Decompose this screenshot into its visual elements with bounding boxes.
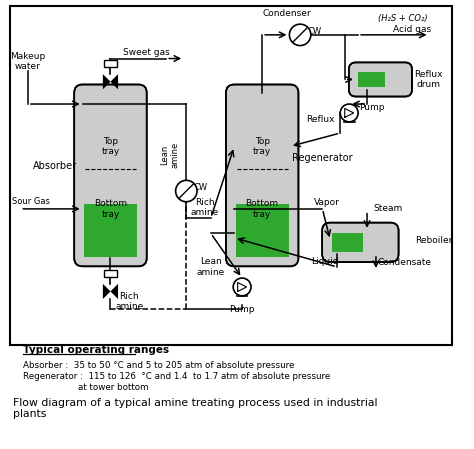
Text: Top
tray: Top tray xyxy=(253,136,271,156)
Circle shape xyxy=(233,278,251,296)
Text: Regenerator: Regenerator xyxy=(292,153,353,163)
Bar xyxy=(104,61,117,67)
Circle shape xyxy=(175,180,197,202)
Text: Reflux
drum: Reflux drum xyxy=(414,70,442,89)
Text: Absorber :  35 to 50 °C and 5 to 205 atm of absolute pressure: Absorber : 35 to 50 °C and 5 to 205 atm … xyxy=(23,361,295,370)
Polygon shape xyxy=(103,284,110,299)
Text: (H₂S + CO₂): (H₂S + CO₂) xyxy=(378,14,428,23)
Text: Lean
amine: Lean amine xyxy=(197,257,225,277)
Text: Reflux: Reflux xyxy=(306,115,335,124)
Text: Regenerator :  115 to 126  °C and 1.4  to 1.7 atm of absolute pressure: Regenerator : 115 to 126 °C and 1.4 to 1… xyxy=(23,372,331,381)
Text: Typical operating ranges: Typical operating ranges xyxy=(23,345,170,355)
Text: Flow diagram of a typical amine treating process used in industrial
plants: Flow diagram of a typical amine treating… xyxy=(13,397,378,419)
Text: Sweet gas: Sweet gas xyxy=(123,48,170,57)
Text: Liquid: Liquid xyxy=(311,256,338,266)
Text: Bottom
tray: Bottom tray xyxy=(246,199,279,219)
Text: Absorber: Absorber xyxy=(33,162,77,172)
FancyBboxPatch shape xyxy=(349,62,412,97)
Polygon shape xyxy=(110,74,118,89)
Text: Makeup
water: Makeup water xyxy=(10,52,46,71)
Text: Acid gas: Acid gas xyxy=(392,25,431,34)
Text: Condenser: Condenser xyxy=(263,9,311,18)
Text: Pump: Pump xyxy=(359,103,384,112)
Circle shape xyxy=(290,24,311,45)
Bar xyxy=(84,204,137,257)
Bar xyxy=(236,204,289,257)
FancyBboxPatch shape xyxy=(10,6,452,345)
Text: Rich
amine: Rich amine xyxy=(115,291,143,311)
Text: Steam: Steam xyxy=(374,204,402,213)
Text: at tower bottom: at tower bottom xyxy=(23,383,149,392)
Text: Sour Gas: Sour Gas xyxy=(12,197,50,206)
Text: Lean
amine: Lean amine xyxy=(160,142,179,168)
Polygon shape xyxy=(110,284,118,299)
Text: Rich
amine: Rich amine xyxy=(191,198,219,217)
Bar xyxy=(332,233,363,252)
Circle shape xyxy=(340,104,358,122)
FancyBboxPatch shape xyxy=(322,223,399,262)
Polygon shape xyxy=(103,74,110,89)
Bar xyxy=(104,270,117,277)
Text: CW: CW xyxy=(193,183,208,192)
Text: Top
tray: Top tray xyxy=(101,136,119,156)
Text: Bottom
tray: Bottom tray xyxy=(94,199,127,219)
FancyBboxPatch shape xyxy=(226,84,299,266)
Bar xyxy=(358,72,385,87)
Text: Condensate: Condensate xyxy=(378,258,432,267)
Text: CW: CW xyxy=(307,27,321,36)
Text: Reboiler: Reboiler xyxy=(415,236,452,245)
Text: Pump: Pump xyxy=(229,305,255,314)
FancyBboxPatch shape xyxy=(74,84,147,266)
Text: Vapor: Vapor xyxy=(314,198,340,207)
